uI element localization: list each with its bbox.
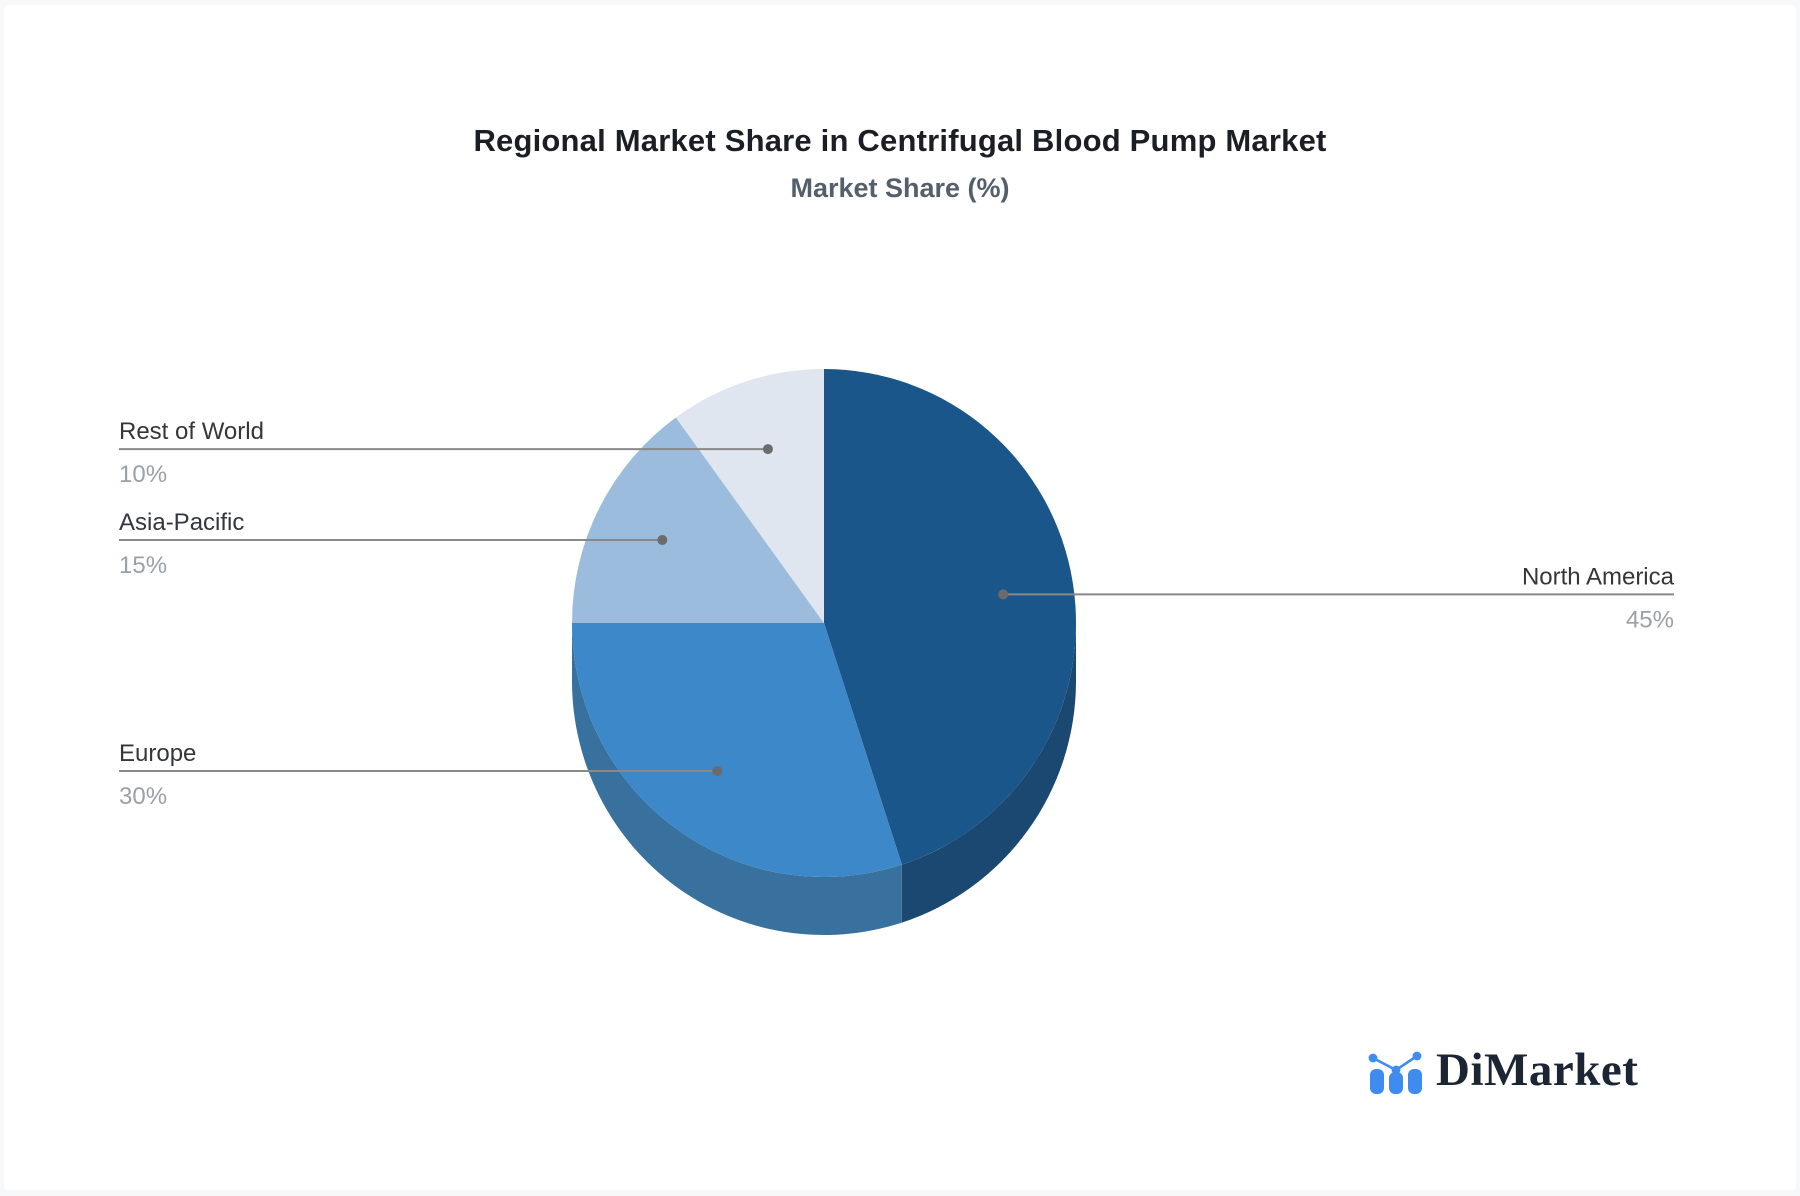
slice-label-europe: Europe	[119, 740, 196, 767]
dimarket-logo-text: DiMarket	[1436, 1043, 1639, 1096]
pie-slice-side-europe	[572, 623, 902, 936]
slice-value-asia-pacific: 15%	[119, 552, 167, 579]
pie-slice-side-north-america	[901, 623, 1076, 923]
leader-dot-rest-of-world	[762, 444, 773, 455]
leader-dot-north-america	[998, 589, 1009, 600]
pie-chart: North America 45% Europe 30% Asia-Pacific 15%…	[119, 369, 1675, 936]
chart-card: Regional Market Share in Centrifugal Blo…	[4, 5, 1796, 1190]
slice-value-rest-of-world: 10%	[119, 461, 167, 488]
leader-dot-asia-pacific	[657, 534, 668, 545]
chart-title: Regional Market Share in Centrifugal Blo…	[473, 123, 1327, 158]
pie-slice-rest-of-world	[675, 369, 824, 623]
chart-subtitle: Market Share (%)	[790, 173, 1010, 203]
slice-label-rest-of-world: Rest of World	[119, 418, 264, 445]
pie-slice-europe	[572, 623, 902, 878]
slice-label-asia-pacific: Asia-Pacific	[119, 509, 244, 536]
dimarket-logo-icon	[1368, 1051, 1422, 1094]
slice-value-north-america: 45%	[1626, 606, 1674, 633]
leader-dot-europe	[712, 765, 723, 776]
dimarket-logo[interactable]: DiMarket	[1366, 1041, 1638, 1099]
slice-value-europe: 30%	[119, 783, 167, 810]
pie-slice-north-america	[824, 369, 1076, 865]
pie-slice-asia-pacific	[572, 417, 824, 623]
slice-label-north-america: North America	[1522, 563, 1675, 590]
